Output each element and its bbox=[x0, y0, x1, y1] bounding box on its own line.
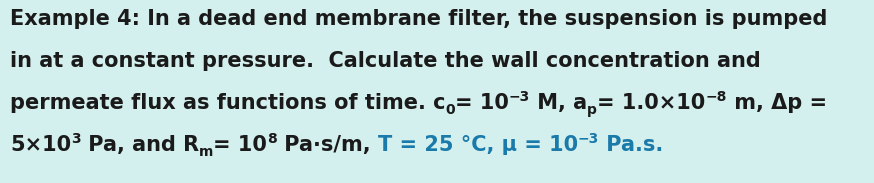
Text: −8: −8 bbox=[705, 90, 727, 104]
Text: = 10: = 10 bbox=[455, 93, 509, 113]
Text: M, a: M, a bbox=[531, 93, 587, 113]
Text: 5×10: 5×10 bbox=[10, 135, 71, 155]
Text: Pa.s.: Pa.s. bbox=[599, 135, 663, 155]
Text: 3: 3 bbox=[71, 132, 80, 146]
Text: m: m bbox=[199, 145, 213, 159]
Text: permeate flux as functions of time. c: permeate flux as functions of time. c bbox=[10, 93, 446, 113]
Text: p: p bbox=[587, 103, 597, 117]
Text: −3: −3 bbox=[509, 90, 531, 104]
Text: Example 4: In a dead end membrane filter, the suspension is pumped: Example 4: In a dead end membrane filter… bbox=[10, 9, 828, 29]
Text: 0: 0 bbox=[446, 103, 455, 117]
Text: Pa, and R: Pa, and R bbox=[80, 135, 199, 155]
Text: = 1.0×10: = 1.0×10 bbox=[597, 93, 705, 113]
Text: Pa·s/m,: Pa·s/m, bbox=[277, 135, 378, 155]
Text: T = 25 °C, μ = 10: T = 25 °C, μ = 10 bbox=[378, 135, 578, 155]
Text: in at a constant pressure.  Calculate the wall concentration and: in at a constant pressure. Calculate the… bbox=[10, 51, 760, 71]
Text: 8: 8 bbox=[267, 132, 277, 146]
Text: = 10: = 10 bbox=[213, 135, 267, 155]
Text: −3: −3 bbox=[578, 132, 599, 146]
Text: m, Δp =: m, Δp = bbox=[727, 93, 827, 113]
